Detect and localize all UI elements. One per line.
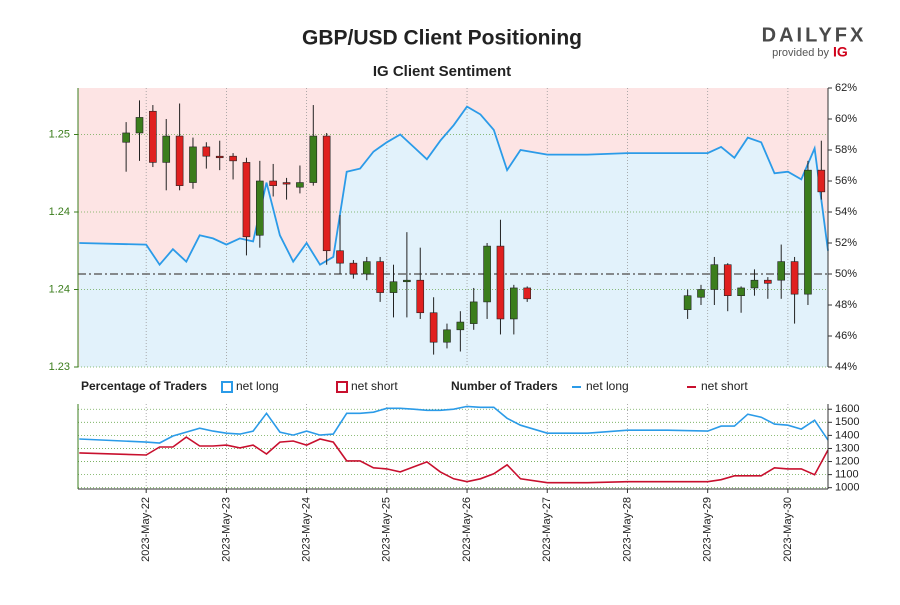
y2-tick-label: 1000 — [835, 482, 859, 494]
candle-body — [362, 261, 371, 275]
candle-body — [777, 261, 786, 281]
legend-swatch — [336, 381, 348, 393]
y-tick-label: 1.24 — [49, 206, 70, 218]
y2-tick-label: 54% — [835, 206, 857, 218]
legend-title: Percentage of Traders — [81, 379, 207, 393]
candle-body — [229, 155, 237, 162]
brand-partner: IG — [833, 44, 848, 60]
candle-body — [429, 312, 438, 343]
candle-body — [296, 182, 304, 188]
candle-body — [790, 261, 799, 295]
candle-body — [282, 182, 291, 185]
candle-body — [817, 169, 826, 193]
candle-body — [764, 279, 772, 284]
y2-tick-label: 46% — [835, 330, 857, 342]
candle-body — [376, 261, 384, 293]
plot-layer: 1.23 1.24 1.24 1.25 44% 46% 48% 50% 52% 54% 56% 58%… — [49, 82, 860, 562]
y2-tick-label: 1600 — [835, 403, 859, 415]
legend-label: net long — [236, 379, 279, 393]
y-tick-label: 1.24 — [49, 283, 70, 295]
candle-body — [750, 279, 759, 289]
candle-body — [723, 264, 732, 297]
candle-body — [443, 329, 451, 343]
brand-name: DAILYFX — [762, 24, 867, 46]
candle-body — [496, 245, 505, 320]
x-tick-label: 2023-May-22 — [140, 497, 152, 562]
candle-body — [336, 250, 344, 264]
x-tick-label: 2023-May-29 — [702, 497, 714, 562]
x-tick-label: 2023-May-25 — [381, 497, 393, 562]
legend-swatch — [221, 381, 233, 393]
candle-body — [122, 132, 130, 143]
candle-body — [523, 287, 531, 300]
candle-body — [162, 135, 171, 163]
sentiment-line — [79, 105, 829, 267]
y2-tick-label: 62% — [835, 82, 857, 94]
candle-body — [349, 262, 358, 275]
candle-body — [683, 295, 692, 310]
trader-line — [79, 436, 829, 484]
y2-tick-label: 1300 — [835, 442, 859, 454]
legend-title: Number of Traders — [451, 379, 558, 393]
candle-body — [737, 287, 745, 297]
y2-tick-label: 48% — [835, 299, 857, 311]
candle-body — [389, 281, 398, 293]
x-tick-label: 2023-May-28 — [621, 497, 633, 562]
x-tick-label: 2023-May-23 — [220, 497, 232, 562]
brand-tagline: provided by — [772, 47, 829, 59]
candle-body — [135, 117, 144, 134]
candle-body — [804, 169, 812, 295]
candle-body — [202, 146, 211, 157]
candle-body — [322, 135, 331, 252]
x-tick-label: 2023-May-30 — [782, 497, 794, 562]
y2-tick-label: 1100 — [835, 469, 859, 481]
candle-body — [309, 135, 318, 183]
candle-body — [175, 135, 184, 186]
trader-line — [79, 405, 829, 444]
candle-body — [416, 279, 425, 314]
candle-body — [149, 110, 157, 163]
candle-body — [189, 146, 197, 183]
x-tick-label: 2023-May-24 — [301, 497, 313, 562]
y-tick-label: 1.25 — [49, 128, 70, 140]
y2-tick-label: 58% — [835, 144, 857, 156]
x-tick-label: 2023-May-27 — [541, 497, 553, 562]
candle-body — [256, 180, 264, 236]
y2-tick-label: 1500 — [835, 416, 859, 428]
legend-label: net long — [586, 379, 629, 393]
candle-body — [710, 264, 719, 290]
candle-body — [215, 155, 224, 159]
chart-subtitle: IG Client Sentiment — [373, 63, 511, 80]
y2-tick-label: 44% — [835, 361, 857, 373]
candle-body — [456, 321, 465, 331]
y2-tick-label: 56% — [835, 175, 857, 187]
candle-body — [483, 245, 491, 303]
y2-tick-label: 1200 — [835, 455, 859, 467]
y2-tick-label: 60% — [835, 113, 857, 125]
candle-body — [269, 180, 277, 186]
legend-label: net short — [701, 379, 748, 393]
candle-body — [697, 289, 705, 298]
candle-body — [510, 287, 518, 320]
y2-tick-label: 52% — [835, 237, 857, 249]
long-area — [79, 106, 829, 367]
brand-logo: DAILYFX provided by IG — [762, 24, 867, 60]
candle-body — [242, 162, 251, 238]
chart-title: GBP/USD Client Positioning — [302, 27, 582, 50]
y-tick-label: 1.23 — [49, 361, 70, 373]
legend-label: net short — [351, 379, 398, 393]
candle-body — [403, 279, 411, 283]
candle-body — [469, 301, 478, 324]
x-tick-label: 2023-May-26 — [461, 497, 473, 562]
y2-tick-label: 1400 — [835, 429, 859, 441]
y2-tick-label: 50% — [835, 268, 857, 280]
